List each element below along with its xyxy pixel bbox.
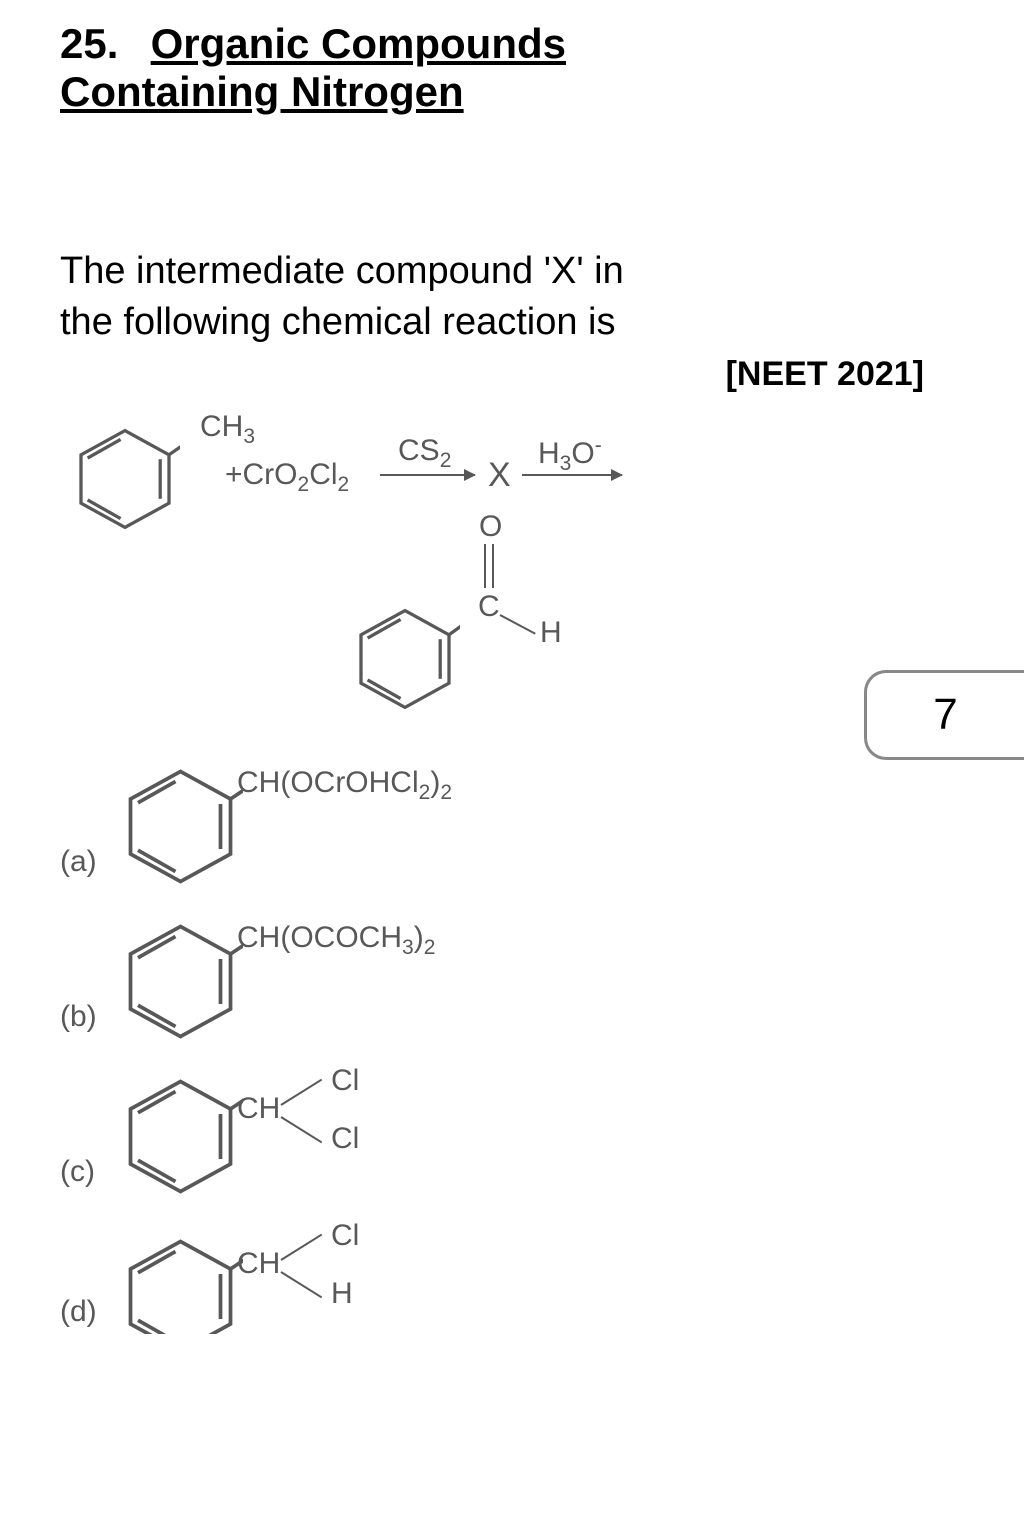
option-a-formula: CH(OCrOHCl2)2 (237, 754, 452, 804)
carbon-label: C (478, 590, 500, 624)
chromyl-chloride-label: +CrO2Cl2 (225, 458, 349, 497)
page-number-badge: 7 (864, 670, 1024, 760)
title-part-1: Organic Compounds (151, 20, 566, 67)
option-d-formula: CH Cl H (237, 1219, 437, 1339)
option-c-formula: CH Cl Cl (237, 1064, 437, 1184)
question-number: 25. (60, 20, 118, 67)
question-stem: The intermediate compound 'X' in the fol… (60, 246, 964, 349)
option-label: (c) (60, 1155, 118, 1209)
benzene-ring-icon (118, 764, 243, 889)
hydrogen-label: H (540, 616, 562, 650)
bond-icon (500, 614, 536, 635)
arrow-icon (380, 474, 475, 476)
option-a[interactable]: (a) CH(OCrOHCl2)2 (60, 754, 964, 899)
stem-line-1: The intermediate compound 'X' in (60, 246, 964, 297)
ch3-label: CH3 (200, 410, 255, 449)
option-b[interactable]: (b) CH(OCOCH3)2 (60, 909, 964, 1054)
dbl-bond-icon (492, 544, 494, 588)
cs2-label: CS2 (398, 434, 451, 473)
option-c[interactable]: (c) CH Cl Cl (60, 1064, 964, 1209)
benzene-ring-icon (350, 604, 460, 714)
benzene-ring-icon (118, 1074, 243, 1199)
option-label: (b) (60, 1000, 118, 1054)
options-list: (a) CH(OCrOHCl2)2 (b) (60, 754, 964, 1349)
reaction-scheme: CH3 +CrO2Cl2 CS2 X H3O- C O H (70, 404, 964, 734)
benzene-ring-icon (118, 1234, 243, 1334)
question-header: 25. Organic Compounds (60, 20, 964, 68)
benzene-ring-icon (118, 919, 243, 1044)
h3o-label: H3O- (538, 434, 602, 476)
benzene-ring-icon (70, 424, 180, 534)
dbl-bond-icon (484, 544, 486, 588)
option-b-formula: CH(OCOCH3)2 (237, 909, 435, 959)
option-label: (d) (60, 1295, 118, 1349)
option-d[interactable]: (d) CH Cl H (60, 1219, 964, 1349)
option-label: (a) (60, 845, 118, 899)
stem-line-2: the following chemical reaction is (60, 297, 964, 348)
intermediate-x: X (488, 456, 511, 495)
oxygen-label: O (479, 510, 502, 544)
title-part-2: Containing Nitrogen (60, 68, 964, 116)
exam-tag: [NEET 2021] (60, 355, 964, 394)
